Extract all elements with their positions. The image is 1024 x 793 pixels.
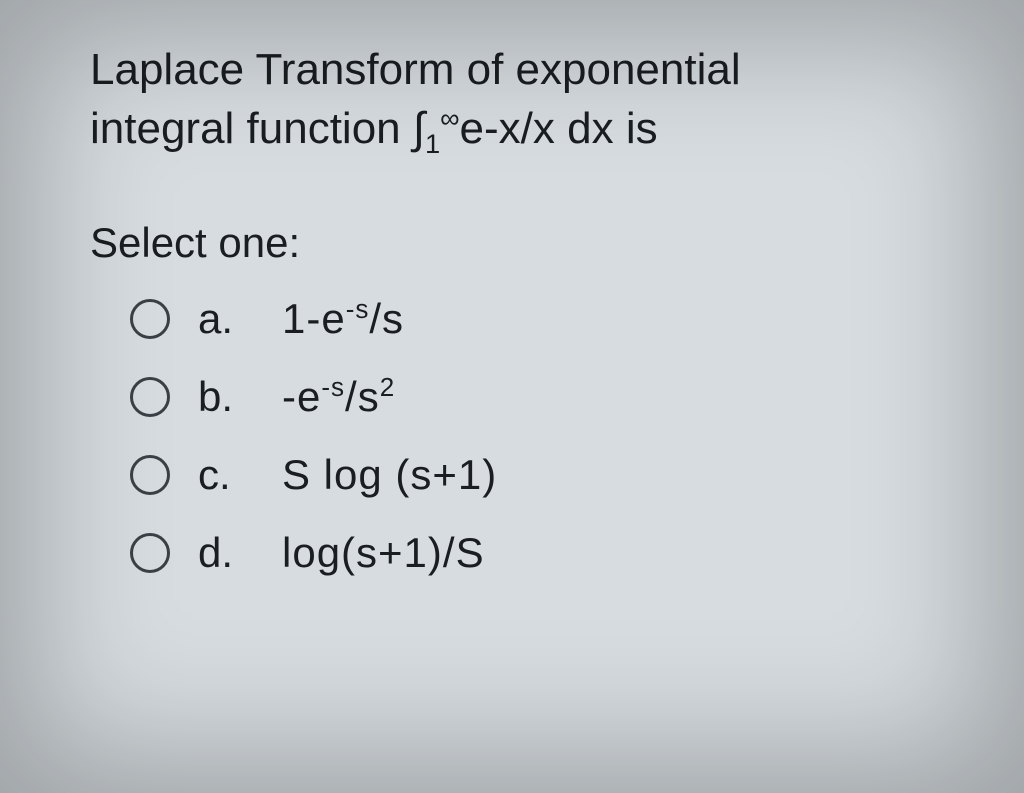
option-text: -e-s/s2 (282, 373, 395, 421)
question-text: Laplace Transform of exponential integra… (90, 40, 964, 159)
option-text: S log (s+1) (282, 451, 497, 499)
radio-icon[interactable] (130, 377, 170, 417)
option-d[interactable]: d. log(s+1)/S (130, 529, 964, 577)
question-line1: Laplace Transform of exponential (90, 45, 741, 94)
option-letter: b. (198, 373, 254, 421)
option-c[interactable]: c. S log (s+1) (130, 451, 964, 499)
radio-icon[interactable] (130, 533, 170, 573)
question-integral: ∫1∞e-x/x dx is (413, 104, 658, 153)
option-text: log(s+1)/S (282, 529, 485, 577)
select-one-label: Select one: (90, 219, 964, 267)
question-line2-prefix: integral function (90, 104, 413, 153)
option-text: 1-e-s/s (282, 295, 404, 343)
radio-icon[interactable] (130, 299, 170, 339)
option-a[interactable]: a. 1-e-s/s (130, 295, 964, 343)
radio-icon[interactable] (130, 455, 170, 495)
option-letter: a. (198, 295, 254, 343)
options-list: a. 1-e-s/s b. -e-s/s2 c. S log (s+1) d. … (90, 295, 964, 577)
option-b[interactable]: b. -e-s/s2 (130, 373, 964, 421)
option-letter: d. (198, 529, 254, 577)
option-letter: c. (198, 451, 254, 499)
